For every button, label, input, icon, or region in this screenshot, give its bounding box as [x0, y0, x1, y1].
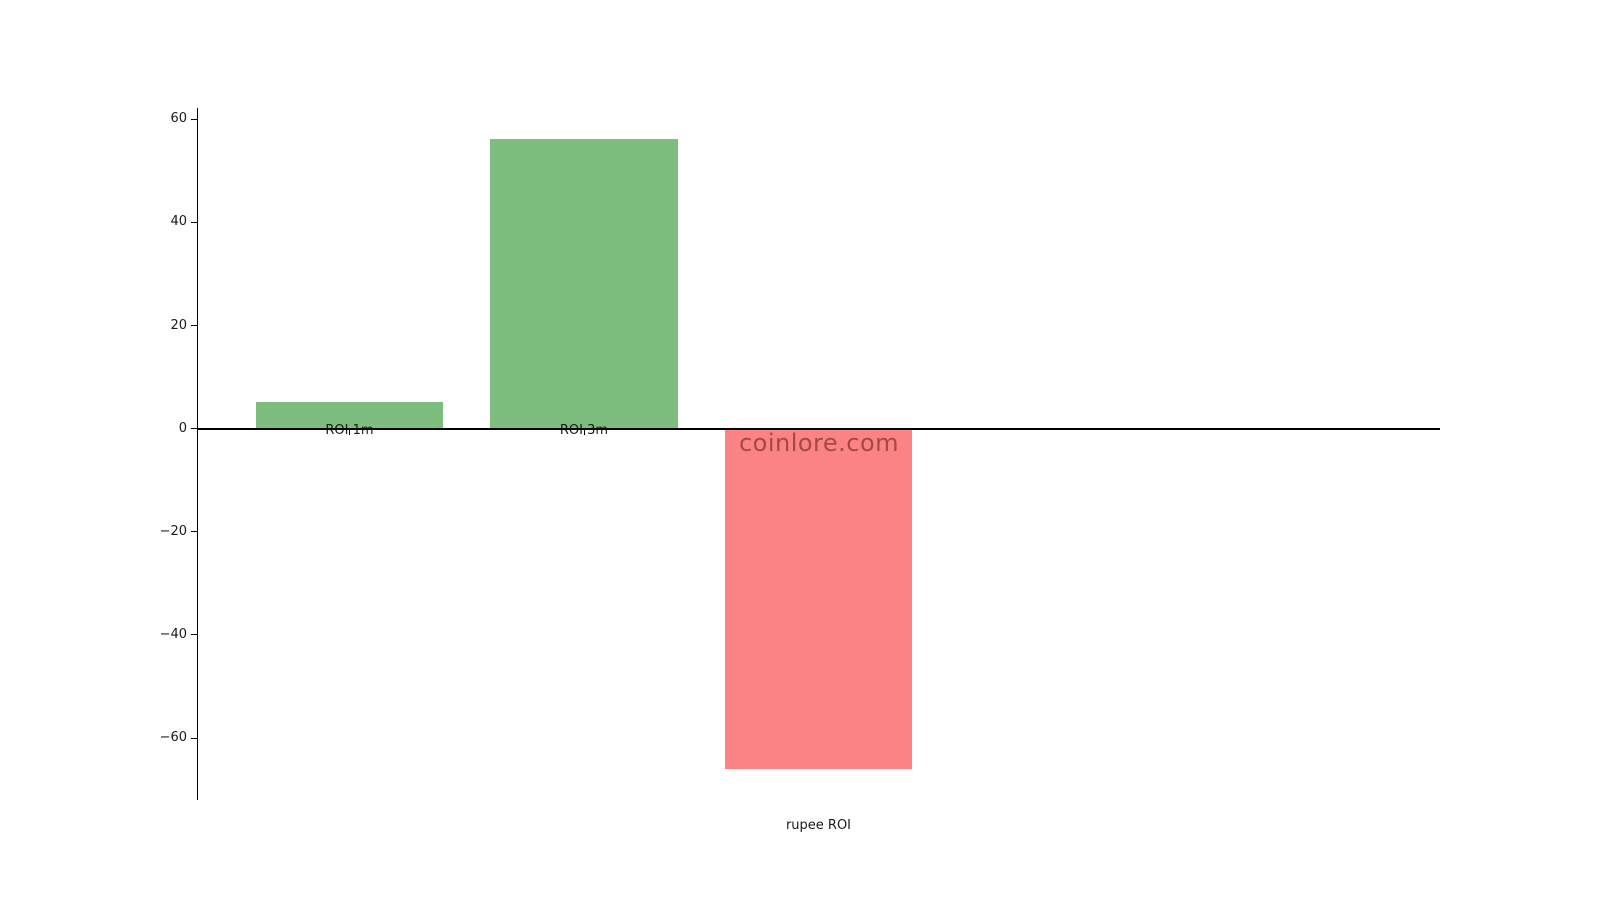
y-tick [191, 531, 197, 533]
y-tick [191, 118, 197, 120]
y-tick [191, 221, 197, 223]
x-tick [583, 428, 585, 436]
x-axis-title: rupee ROI [785, 818, 852, 833]
y-axis-spine [197, 108, 198, 800]
y-tick [191, 428, 197, 430]
bar-roi-1m [255, 402, 444, 429]
watermark-text: coinlore.com [738, 429, 900, 457]
x-tick-label: ROI 3m [559, 423, 609, 439]
y-tick-label: −40 [159, 626, 187, 642]
y-tick-label: −60 [159, 730, 187, 746]
y-tick-label: 0 [178, 420, 187, 436]
x-tick-label: ROI 1m [325, 423, 374, 439]
y-tick [191, 737, 197, 739]
y-tick-label: 60 [170, 111, 187, 127]
x-tick [349, 428, 351, 436]
bar-roi-3m [490, 139, 678, 429]
y-tick [191, 325, 197, 327]
y-tick-label: 40 [170, 214, 187, 230]
y-tick-label: 20 [170, 317, 187, 333]
y-tick-label: −20 [159, 523, 187, 539]
x-axis-line [197, 428, 1440, 430]
y-tick [191, 634, 197, 636]
bar-unlabeled-2 [724, 428, 913, 769]
